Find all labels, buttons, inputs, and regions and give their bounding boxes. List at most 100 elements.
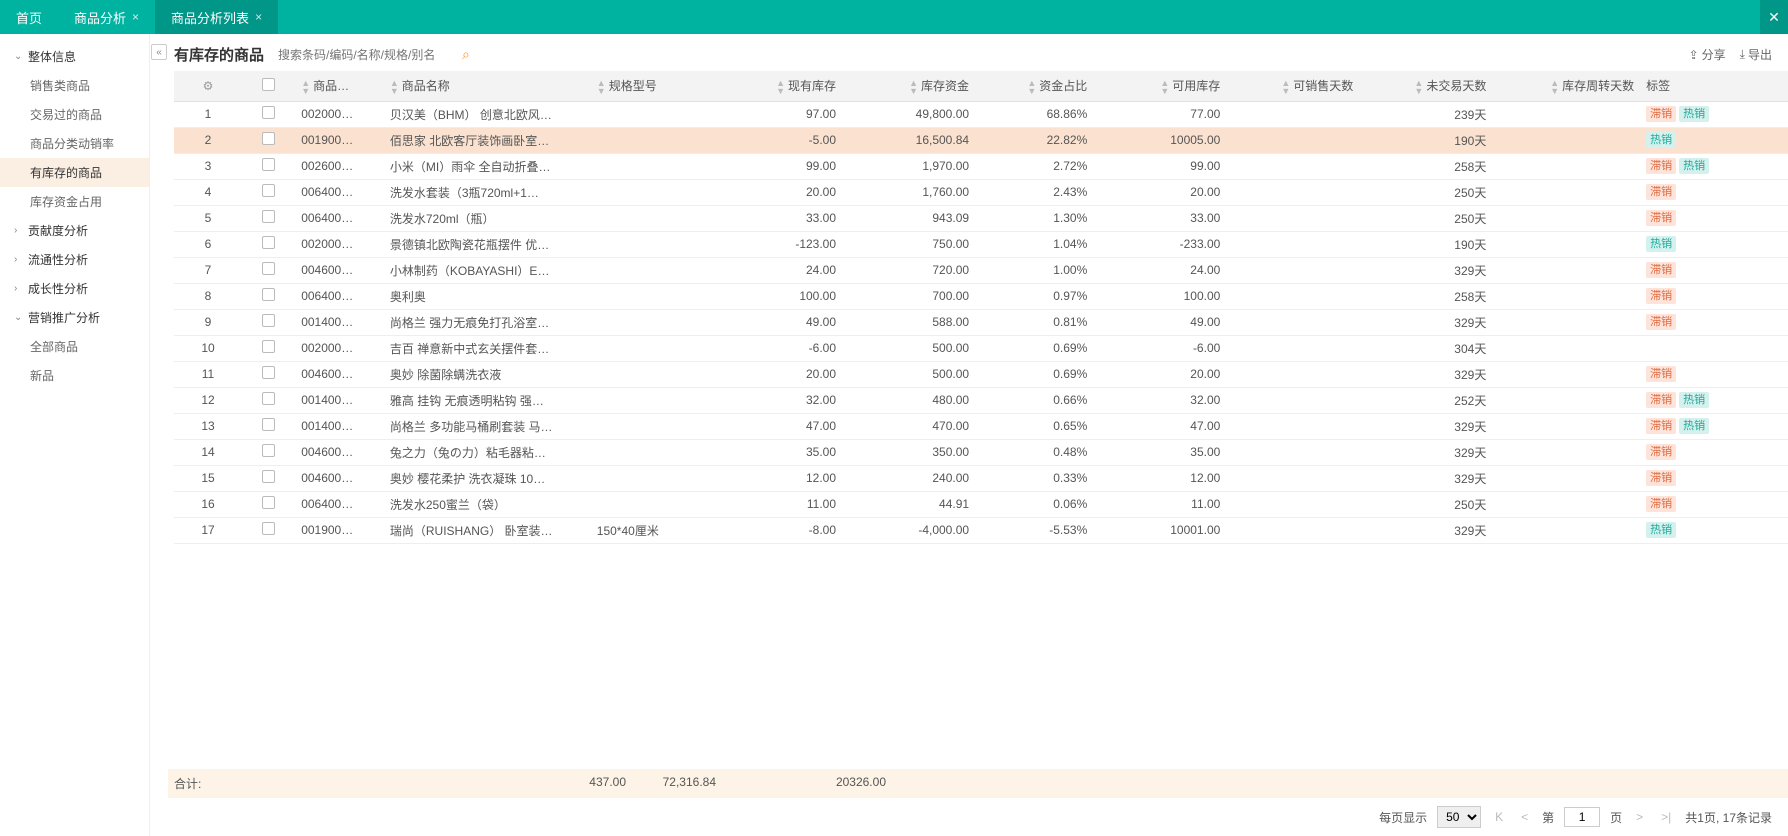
row-checkbox[interactable] — [262, 158, 275, 171]
sidebar: ⌄整体信息销售类商品交易过的商品商品分类动销率有库存的商品库存资金占用›贡献度分… — [0, 34, 150, 836]
table-row[interactable]: 13001400…尚格兰 多功能马桶刷套装 马…47.00470.000.65%… — [174, 413, 1788, 439]
search-icon[interactable]: ⌕ — [462, 46, 470, 63]
col-header-sdays[interactable]: ▲▼可销售天数 — [1226, 71, 1359, 101]
sidebar-item-交易过的商品[interactable]: 交易过的商品 — [0, 100, 149, 129]
sort-icon[interactable]: ▲▼ — [390, 79, 399, 95]
close-icon[interactable]: × — [132, 10, 139, 24]
cell-chk — [242, 439, 295, 465]
table-row[interactable]: 7004600…小林制药（KOBAYASHI）E…24.00720.001.00… — [174, 257, 1788, 283]
col-header-avail[interactable]: ▲▼可用库存 — [1093, 71, 1226, 101]
table-row[interactable]: 5006400…洗发水720ml（瓶）33.00943.091.30%33.00… — [174, 205, 1788, 231]
sidebar-group-整体信息[interactable]: ⌄整体信息 — [0, 42, 149, 71]
col-header-code[interactable]: ▲▼商品… — [295, 71, 384, 101]
cell-chk — [242, 309, 295, 335]
cell-fund: 700.00 — [842, 283, 975, 309]
cell-tags: 热销 — [1640, 231, 1788, 257]
share-button[interactable]: ⇪分享 — [1689, 46, 1726, 63]
sidebar-item-销售类商品[interactable]: 销售类商品 — [0, 71, 149, 100]
pager-first-button[interactable]: K — [1491, 810, 1507, 824]
row-checkbox[interactable] — [262, 470, 275, 483]
sidebar-group-营销推广分析[interactable]: ⌄营销推广分析 — [0, 303, 149, 332]
row-checkbox[interactable] — [262, 288, 275, 301]
cell-stock: 12.00 — [709, 465, 842, 491]
tab-商品分析列表[interactable]: 商品分析列表× — [155, 0, 278, 34]
col-header-nodeal[interactable]: ▲▼未交易天数 — [1359, 71, 1492, 101]
tag-热销: 热销 — [1679, 418, 1709, 434]
col-header-stock[interactable]: ▲▼现有库存 — [709, 71, 842, 101]
table-row[interactable]: 4006400…洗发水套装（3瓶720ml+1…20.001,760.002.4… — [174, 179, 1788, 205]
table-row[interactable]: 14004600…兔之力（兔の力）粘毛器粘…35.00350.000.48%35… — [174, 439, 1788, 465]
tab-商品分析[interactable]: 商品分析× — [58, 0, 155, 34]
sidebar-group-流通性分析[interactable]: ›流通性分析 — [0, 245, 149, 274]
sort-icon[interactable]: ▲▼ — [1550, 79, 1559, 95]
table-row[interactable]: 8006400…奥利奥100.00700.000.97%100.00258天滞销 — [174, 283, 1788, 309]
gear-icon[interactable]: ⚙ — [203, 79, 214, 93]
row-checkbox[interactable] — [262, 340, 275, 353]
sidebar-item-有库存的商品[interactable]: 有库存的商品 — [0, 158, 149, 187]
row-checkbox[interactable] — [262, 496, 275, 509]
sort-icon[interactable]: ▲▼ — [1281, 79, 1290, 95]
sort-icon[interactable]: ▲▼ — [1414, 79, 1423, 95]
row-checkbox[interactable] — [262, 314, 275, 327]
row-checkbox[interactable] — [262, 444, 275, 457]
close-icon[interactable]: × — [255, 10, 262, 24]
sidebar-item-商品分类动销率[interactable]: 商品分类动销率 — [0, 129, 149, 158]
col-header-fund[interactable]: ▲▼库存资金 — [842, 71, 975, 101]
page-input[interactable] — [1564, 807, 1600, 827]
row-checkbox[interactable] — [262, 184, 275, 197]
table-row[interactable]: 10002000…吉百 禅意新中式玄关摆件套…-6.00500.000.69%-… — [174, 335, 1788, 361]
row-checkbox[interactable] — [262, 106, 275, 119]
col-header-name[interactable]: ▲▼商品名称 — [384, 71, 591, 101]
row-checkbox[interactable] — [262, 366, 275, 379]
search-input[interactable] — [278, 48, 458, 62]
sidebar-item-库存资金占用[interactable]: 库存资金占用 — [0, 187, 149, 216]
select-all-checkbox[interactable] — [262, 78, 275, 91]
table-row[interactable]: 17001900…瑞尚（RUISHANG） 卧室装…150*40厘米-8.00-… — [174, 517, 1788, 543]
table-row[interactable]: 6002000…景德镇北欧陶瓷花瓶摆件 优…-123.00750.001.04%… — [174, 231, 1788, 257]
col-header-spec[interactable]: ▲▼规格型号 — [591, 71, 709, 101]
row-checkbox[interactable] — [262, 236, 275, 249]
table-row[interactable]: 9001400…尚格兰 强力无痕免打孔浴室…49.00588.000.81%49… — [174, 309, 1788, 335]
table-row[interactable]: 2001900…佰思家 北欧客厅装饰画卧室…-5.0016,500.8422.8… — [174, 127, 1788, 153]
row-checkbox[interactable] — [262, 262, 275, 275]
table-row[interactable]: 16006400…洗发水250蜜兰（袋）11.0044.910.06%11.00… — [174, 491, 1788, 517]
table-row[interactable]: 11004600…奥妙 除菌除螨洗衣液20.00500.000.69%20.00… — [174, 361, 1788, 387]
sort-icon[interactable]: ▲▼ — [301, 79, 310, 95]
per-page-select[interactable]: 50 — [1437, 806, 1481, 828]
tab-首页[interactable]: 首页 — [0, 0, 58, 34]
col-label: 可用库存 — [1172, 79, 1220, 93]
col-header-pct[interactable]: ▲▼资金占比 — [975, 71, 1093, 101]
cell-tags: 滞销 — [1640, 283, 1788, 309]
tag-热销: 热销 — [1679, 106, 1709, 122]
table-row[interactable]: 12001400…雅高 挂钩 无痕透明粘钩 强…32.00480.000.66%… — [174, 387, 1788, 413]
sidebar-item-全部商品[interactable]: 全部商品 — [0, 332, 149, 361]
sort-icon[interactable]: ▲▼ — [909, 79, 918, 95]
row-checkbox[interactable] — [262, 392, 275, 405]
sort-icon[interactable]: ▲▼ — [776, 79, 785, 95]
table-row[interactable]: 3002600…小米（MI）雨伞 全自动折叠…99.001,970.002.72… — [174, 153, 1788, 179]
row-checkbox[interactable] — [262, 132, 275, 145]
col-header-turn[interactable]: ▲▼库存周转天数 — [1492, 71, 1640, 101]
pager-next-button[interactable]: > — [1632, 810, 1647, 824]
sidebar-group-贡献度分析[interactable]: ›贡献度分析 — [0, 216, 149, 245]
cell-name: 尚格兰 多功能马桶刷套装 马… — [384, 413, 591, 439]
table-row[interactable]: 1002000…贝汉美（BHM） 创意北欧风…97.0049,800.0068.… — [174, 101, 1788, 127]
row-checkbox[interactable] — [262, 522, 275, 535]
pager-last-button[interactable]: >| — [1657, 810, 1675, 824]
cell-turn — [1492, 309, 1640, 335]
export-button[interactable]: ⤓导出 — [1740, 46, 1772, 63]
sidebar-collapse-button[interactable]: « — [150, 34, 168, 836]
row-checkbox[interactable] — [262, 210, 275, 223]
row-checkbox[interactable] — [262, 418, 275, 431]
pager-prev-button[interactable]: < — [1517, 810, 1532, 824]
sort-icon[interactable]: ▲▼ — [597, 79, 606, 95]
total-turn — [1066, 775, 1166, 792]
total-code — [256, 775, 316, 792]
sort-icon[interactable]: ▲▼ — [1160, 79, 1169, 95]
topbar-close-button[interactable]: ✕ — [1760, 0, 1788, 34]
sort-icon[interactable]: ▲▼ — [1027, 79, 1036, 95]
table-row[interactable]: 15004600…奥妙 樱花柔护 洗衣凝珠 10…12.00240.000.33… — [174, 465, 1788, 491]
sidebar-group-成长性分析[interactable]: ›成长性分析 — [0, 274, 149, 303]
sidebar-item-新品[interactable]: 新品 — [0, 361, 149, 390]
cell-name: 奥利奥 — [384, 283, 591, 309]
